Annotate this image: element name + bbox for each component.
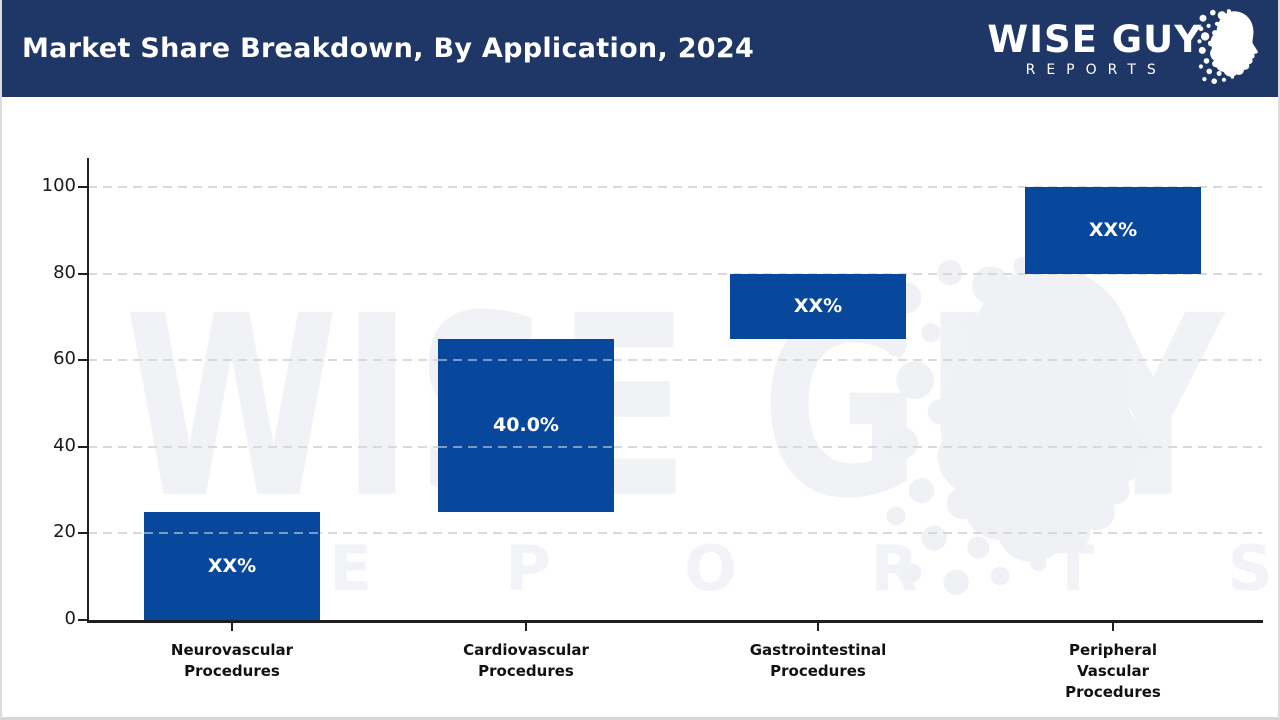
y-tick-label-80: 80	[53, 261, 76, 283]
bar-value-label: XX%	[793, 295, 843, 318]
gridline-over-bar-20	[144, 532, 320, 535]
x-category-label-neurovascular-procedures: Neurovascular Procedures	[170, 641, 294, 680]
x-axis-line	[87, 620, 1263, 623]
bar-gastrointestinal-procedures: XX%	[730, 273, 906, 339]
y-tick-label-60: 60	[53, 348, 76, 370]
gridline-over-bar-60	[438, 359, 614, 362]
y-tick-mark-40	[78, 445, 87, 448]
y-tick-mark-80	[78, 272, 87, 275]
gridline-80	[88, 272, 1262, 275]
y-tick-mark-20	[78, 532, 87, 535]
gridline-100	[88, 186, 1262, 188]
dot-head-logo-icon	[1194, 7, 1268, 91]
y-tick-label-100: 100	[41, 175, 76, 196]
x-tick-mark-peripheral-vascular-procedures	[1112, 623, 1114, 631]
x-category-label-gastrointestinal-procedures: Gastrointestinal Procedures	[749, 641, 887, 680]
gridline-40	[88, 445, 1262, 448]
y-axis-line	[87, 158, 89, 621]
y-tick-mark-0	[78, 619, 87, 621]
bar-neurovascular-procedures: XX%	[144, 511, 320, 620]
x-tick-mark-neurovascular-procedures	[231, 623, 233, 631]
y-tick-mark-100	[78, 186, 87, 188]
x-tick-mark-cardiovascular-procedures	[525, 623, 527, 631]
gridline-60	[88, 359, 1262, 362]
gridline-over-bar-40	[438, 445, 614, 448]
x-category-label-peripheral-vascular-procedures: Peripheral Vascular Procedures	[1065, 641, 1161, 701]
bar-value-label: XX%	[207, 554, 257, 577]
brand-subtitle: REPORTS	[1025, 61, 1167, 78]
bar-cardiovascular-procedures: 40.0%	[438, 338, 614, 512]
y-tick-label-20: 20	[53, 521, 76, 543]
bar-value-label: 40.0%	[493, 414, 559, 437]
chart-title: Market Share Breakdown, By Application, …	[22, 33, 755, 64]
brand-logo-text: WISE GUY REPORTS	[987, 21, 1202, 77]
y-tick-label-40: 40	[53, 434, 76, 456]
bar-value-label: XX%	[1088, 219, 1138, 242]
x-category-label-cardiovascular-procedures: Cardiovascular Procedures	[463, 641, 589, 680]
gridline-20	[88, 532, 1262, 535]
x-tick-mark-gastrointestinal-procedures	[817, 623, 819, 631]
brand-name: WISE GUY	[987, 17, 1202, 61]
header-bar: Market Share Breakdown, By Application, …	[2, 0, 1278, 97]
bar-peripheral-vascular-procedures: XX%	[1025, 187, 1201, 274]
brand-logo: WISE GUY REPORTS	[987, 7, 1268, 91]
y-tick-label-0: 0	[64, 608, 76, 629]
y-tick-mark-60	[78, 359, 87, 362]
